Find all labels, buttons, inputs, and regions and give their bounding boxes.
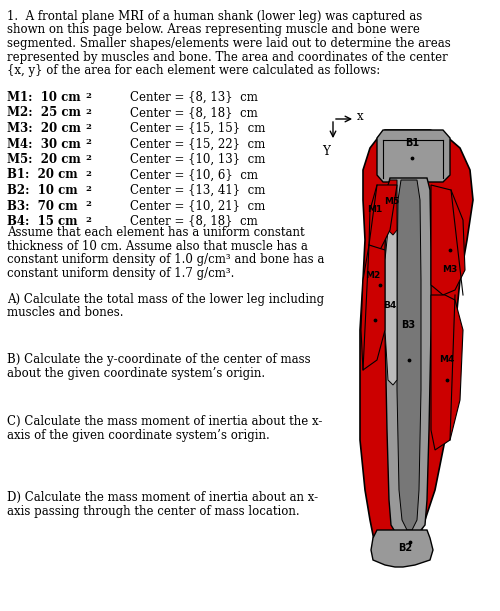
Text: shown on this page below. Areas representing muscle and bone were: shown on this page below. Areas represen… — [7, 23, 420, 37]
Text: Y: Y — [322, 145, 330, 158]
Text: axis passing through the center of mass location.: axis passing through the center of mass … — [7, 505, 300, 518]
Text: x: x — [357, 111, 364, 123]
Text: M5:  20 cm: M5: 20 cm — [7, 153, 81, 166]
Text: 2: 2 — [85, 154, 91, 162]
Text: 2: 2 — [85, 200, 91, 208]
Text: 2: 2 — [85, 123, 91, 131]
Polygon shape — [431, 295, 463, 450]
Text: Center = {10, 13}  cm: Center = {10, 13} cm — [130, 153, 266, 166]
Text: thickness of 10 cm. Assume also that muscle has a: thickness of 10 cm. Assume also that mus… — [7, 240, 308, 252]
Text: B1:  20 cm: B1: 20 cm — [7, 169, 78, 181]
Text: represented by muscles and bone. The area and coordinates of the center: represented by muscles and bone. The are… — [7, 51, 448, 64]
Text: M4: M4 — [440, 356, 454, 365]
Text: M2: M2 — [366, 271, 380, 279]
Text: B1: B1 — [405, 138, 419, 148]
Text: C) Calculate the mass moment of inertia about the x-: C) Calculate the mass moment of inertia … — [7, 415, 322, 428]
Text: A) Calculate the total mass of the lower leg including: A) Calculate the total mass of the lower… — [7, 293, 324, 306]
Text: B3: B3 — [401, 320, 415, 330]
Text: D) Calculate the mass moment of inertia about an x-: D) Calculate the mass moment of inertia … — [7, 491, 318, 504]
Text: Center = {10, 21}  cm: Center = {10, 21} cm — [130, 200, 265, 213]
Text: axis of the given coordinate system’s origin.: axis of the given coordinate system’s or… — [7, 428, 270, 442]
Text: Assume that each element has a uniform constant: Assume that each element has a uniform c… — [7, 226, 304, 239]
Text: Center = {8, 13}  cm: Center = {8, 13} cm — [130, 91, 258, 104]
Polygon shape — [371, 530, 433, 567]
Text: Center = {10, 6}  cm: Center = {10, 6} cm — [130, 169, 258, 181]
Text: Center = {15, 22}  cm: Center = {15, 22} cm — [130, 137, 265, 150]
Text: B4: B4 — [384, 301, 396, 310]
Text: constant uniform density of 1.0 g/cm³ and bone has a: constant uniform density of 1.0 g/cm³ an… — [7, 253, 324, 266]
Text: B2:  10 cm: B2: 10 cm — [7, 184, 78, 197]
Text: B3:  70 cm: B3: 70 cm — [7, 200, 78, 213]
Text: {x, y} of the area for each element were calculated as follows:: {x, y} of the area for each element were… — [7, 64, 380, 77]
Text: Center = {8, 18}  cm: Center = {8, 18} cm — [130, 106, 258, 120]
Text: M3:  20 cm: M3: 20 cm — [7, 122, 81, 135]
Text: 2: 2 — [85, 139, 91, 147]
Text: 1.  A frontal plane MRI of a human shank (lower leg) was captured as: 1. A frontal plane MRI of a human shank … — [7, 10, 422, 23]
Text: M5: M5 — [384, 197, 400, 207]
Text: Center = {8, 18}  cm: Center = {8, 18} cm — [130, 215, 258, 228]
Polygon shape — [388, 180, 397, 235]
Text: M4:  30 cm: M4: 30 cm — [7, 137, 81, 150]
Text: B2: B2 — [398, 543, 412, 553]
Text: M1: M1 — [368, 205, 382, 214]
Polygon shape — [385, 230, 397, 385]
Polygon shape — [397, 180, 421, 530]
Text: B) Calculate the y-coordinate of the center of mass: B) Calculate the y-coordinate of the cen… — [7, 353, 310, 366]
Text: 2: 2 — [85, 185, 91, 193]
Text: 2: 2 — [85, 92, 91, 100]
Polygon shape — [361, 245, 385, 370]
Polygon shape — [377, 130, 450, 182]
Text: M3: M3 — [442, 266, 458, 274]
Text: segmented. Smaller shapes/elements were laid out to determine the areas: segmented. Smaller shapes/elements were … — [7, 37, 451, 50]
Polygon shape — [385, 178, 431, 538]
Text: Center = {13, 41}  cm: Center = {13, 41} cm — [130, 184, 266, 197]
Polygon shape — [360, 130, 473, 555]
Text: constant uniform density of 1.7 g/cm³.: constant uniform density of 1.7 g/cm³. — [7, 266, 234, 279]
Text: M1:  10 cm: M1: 10 cm — [7, 91, 80, 104]
Text: muscles and bones.: muscles and bones. — [7, 307, 123, 320]
Text: 2: 2 — [85, 216, 91, 224]
Text: about the given coordinate system’s origin.: about the given coordinate system’s orig… — [7, 367, 265, 379]
Polygon shape — [369, 185, 397, 250]
Text: B4:  15 cm: B4: 15 cm — [7, 215, 78, 228]
Text: Center = {15, 15}  cm: Center = {15, 15} cm — [130, 122, 266, 135]
Polygon shape — [431, 185, 465, 295]
Text: 2: 2 — [85, 108, 91, 115]
Text: M2:  25 cm: M2: 25 cm — [7, 106, 81, 120]
Text: 2: 2 — [85, 169, 91, 178]
